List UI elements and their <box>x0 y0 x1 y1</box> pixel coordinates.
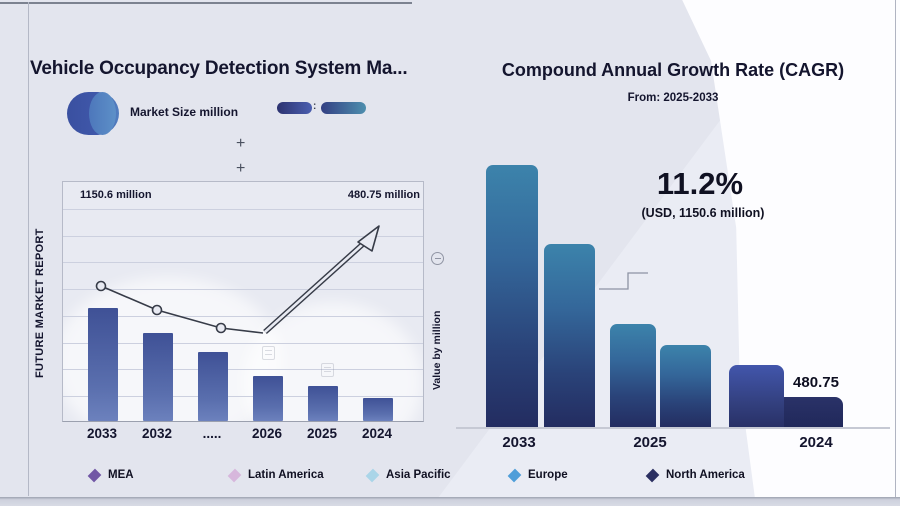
plus-icon: + <box>236 135 246 152</box>
diamond-icon <box>87 468 102 482</box>
gradient-pill-icon-left <box>277 102 312 114</box>
cagr-bar <box>729 365 784 428</box>
left-x-label: 2032 <box>141 426 173 441</box>
document-watermark-icon <box>262 346 275 360</box>
cagr-bar <box>486 165 538 428</box>
left-chart-max-value: 1150.6 million <box>80 189 152 201</box>
plus-icon: + <box>236 160 246 177</box>
gridline <box>63 262 423 264</box>
legend-item-latin-america: Latin America <box>227 467 324 483</box>
market-size-bar <box>363 398 393 421</box>
diamond-icon <box>365 468 380 482</box>
gridline <box>63 369 423 371</box>
market-size-bar <box>198 352 228 421</box>
bottom-edge-strip <box>0 497 900 506</box>
step-line-icon <box>599 272 648 290</box>
cagr-bar <box>544 244 595 428</box>
legend-label: Latin America <box>248 469 324 481</box>
cagr-usd-note: (USD, 1150.6 million) <box>641 206 765 220</box>
cylinder-cap-shape <box>89 92 116 135</box>
legend-label: MEA <box>108 469 134 481</box>
right-border-line <box>895 0 896 497</box>
left-x-label: 2033 <box>86 426 118 441</box>
right-chart-title: Compound Annual Growth Rate (CAGR) <box>501 60 845 80</box>
right-chart-subtitle: From: 2025-2033 <box>627 92 719 104</box>
left-x-label: 2025 <box>306 426 338 441</box>
market-size-legend-label: Market Size million <box>130 105 239 119</box>
diamond-icon <box>227 468 242 482</box>
cagr-bar <box>784 397 843 428</box>
left-axis-label: FUTURE MARKET REPORT <box>34 228 46 378</box>
right-x-label: 2024 <box>799 434 833 451</box>
diamond-icon <box>645 468 660 482</box>
gridline <box>63 396 423 398</box>
right-x-label: 2033 <box>502 434 536 451</box>
gridline <box>63 289 423 291</box>
circle-minus-icon <box>431 252 444 265</box>
right-axis-label: Value by million <box>431 310 443 391</box>
legend-label: Asia Pacific <box>386 469 451 481</box>
legend-item-europe: Europe <box>507 467 568 483</box>
diamond-icon <box>507 468 522 482</box>
legend-item-mea: MEA <box>87 467 134 483</box>
market-size-bar <box>308 386 338 421</box>
market-size-bar <box>143 333 173 421</box>
left-chart-title: Vehicle Occupancy Detection System Ma... <box>30 58 408 79</box>
gridline <box>63 208 423 210</box>
market-size-bar <box>88 308 118 421</box>
right-x-label: 2025 <box>633 434 667 451</box>
pill-separator: : <box>313 101 317 112</box>
bar-value-label: 480.75 <box>793 374 839 391</box>
left-border-line <box>28 2 29 496</box>
cagr-bar <box>610 324 656 428</box>
left-x-label: 2024 <box>361 426 393 441</box>
legend-label: North America <box>666 469 745 481</box>
left-x-label: 2026 <box>251 426 283 441</box>
legend-item-asia-pacific: Asia Pacific <box>365 467 451 483</box>
left-chart-plot <box>62 181 424 422</box>
cylinder-icon <box>67 92 119 135</box>
gridline <box>63 235 423 237</box>
left-chart-end-value: 480.75 million <box>347 189 420 201</box>
gridline <box>63 342 423 344</box>
document-watermark-icon <box>321 363 334 377</box>
top-border-line <box>0 2 412 4</box>
right-chart-axis <box>456 427 890 429</box>
cagr-percentage: 11.2% <box>656 166 744 201</box>
legend-label: Europe <box>528 469 568 481</box>
market-size-bar <box>253 376 283 421</box>
left-x-label: ..... <box>202 426 222 441</box>
legend-item-north-america: North America <box>645 467 745 483</box>
gradient-pill-icon-right <box>321 102 366 114</box>
cagr-bar <box>660 345 711 428</box>
